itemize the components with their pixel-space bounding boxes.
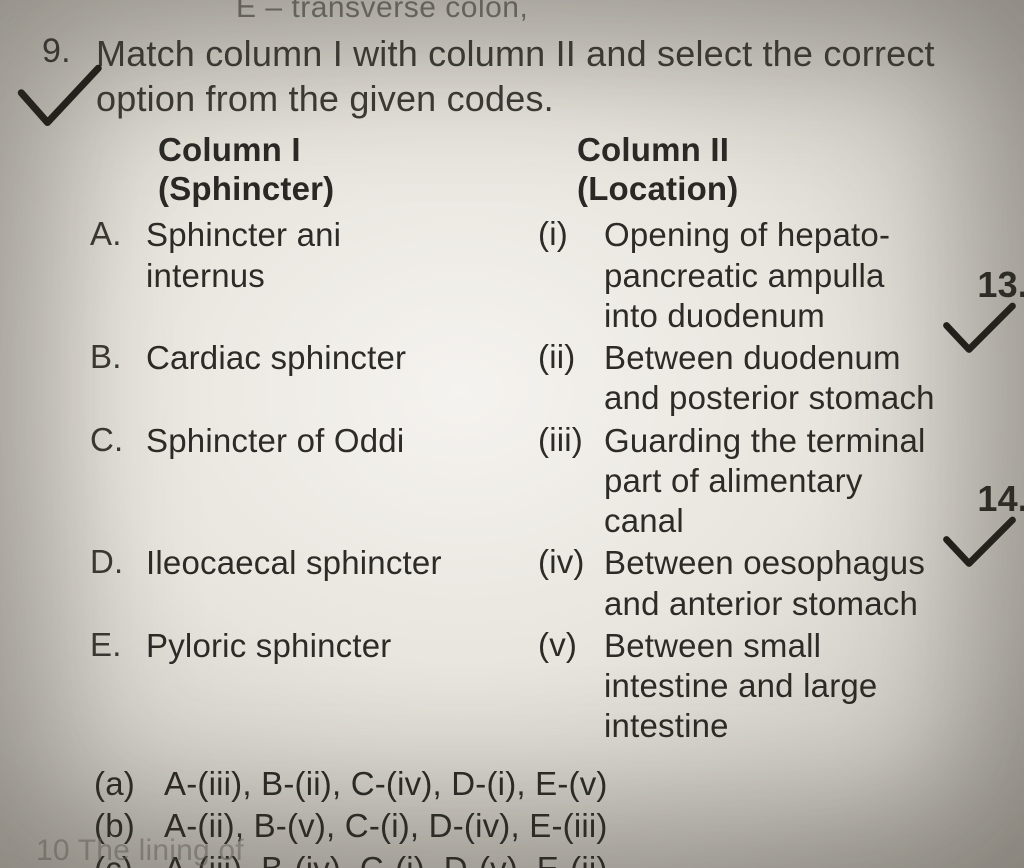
- match-row: B. Cardiac sphincter (ii) Between duoden…: [90, 338, 996, 419]
- match-row: A. Sphincter aniinternus (i) Opening of …: [90, 215, 996, 336]
- row-roman: (v): [538, 626, 604, 665]
- checkmark-icon: [12, 63, 104, 133]
- option-tag: (a): [94, 765, 164, 804]
- row-left: Cardiac sphincter: [146, 338, 406, 378]
- stem-line-2: option from the given codes.: [96, 78, 554, 119]
- match-row: D. Ileocaecal sphincter (iv) Between oes…: [90, 543, 996, 624]
- side-question-14: 14.: [977, 478, 1024, 520]
- option-row: (a) A-(iii), B-(ii), C-(iv), D-(i), E-(v…: [94, 765, 996, 804]
- row-tag: A.: [90, 215, 146, 254]
- row-roman: (ii): [538, 338, 604, 377]
- row-right: Guarding the terminalpart of alimentaryc…: [604, 421, 926, 542]
- question-row: 9. Match column I with column II and sel…: [36, 31, 996, 121]
- col2-head: Column II: [577, 131, 996, 170]
- partial-next-line: 10 The lining of: [36, 834, 244, 868]
- row-left: Sphincter aniinternus: [146, 215, 446, 296]
- option-text: A-(iii), B-(ii), C-(iv), D-(i), E-(v): [164, 765, 608, 804]
- row-tag: C.: [90, 421, 146, 460]
- row-left: Ileocaecal sphincter: [146, 543, 442, 583]
- side-question-13: 13.: [977, 264, 1024, 306]
- row-right: Between oesophagusand anterior stomach: [604, 543, 925, 624]
- question-number: 9.: [36, 31, 96, 71]
- row-roman: (i): [538, 215, 604, 254]
- row-left: Sphincter of Oddi: [146, 421, 404, 461]
- row-roman: (iii): [538, 421, 604, 460]
- col2-sub: (Location): [577, 170, 996, 209]
- stem-line-1: Match column I with column II and select…: [96, 33, 935, 74]
- row-right: Opening of hepato-pancreatic ampullainto…: [604, 215, 890, 336]
- row-tag: B.: [90, 338, 146, 377]
- col1-head: Column I: [158, 131, 577, 170]
- question-stem: Match column I with column II and select…: [96, 31, 996, 121]
- row-roman: (iv): [538, 543, 604, 582]
- row-tag: D.: [90, 543, 146, 582]
- row-right: Between duodenumand posterior stomach: [604, 338, 935, 419]
- row-tag: E.: [90, 626, 146, 665]
- page: E – transverse colon, 9. Match column I …: [36, 0, 996, 868]
- col1-sub: (Sphincter): [158, 170, 577, 209]
- match-row: E. Pyloric sphincter (v) Between smallin…: [90, 626, 996, 747]
- partial-prev-line: E – transverse colon,: [236, 0, 996, 25]
- row-left: Pyloric sphincter: [146, 626, 392, 666]
- match-row: C. Sphincter of Oddi (iii) Guarding the …: [90, 421, 996, 542]
- row-right: Between smallintestine and largeintestin…: [604, 626, 878, 747]
- column-headers: Column I (Sphincter) Column II (Location…: [118, 131, 996, 213]
